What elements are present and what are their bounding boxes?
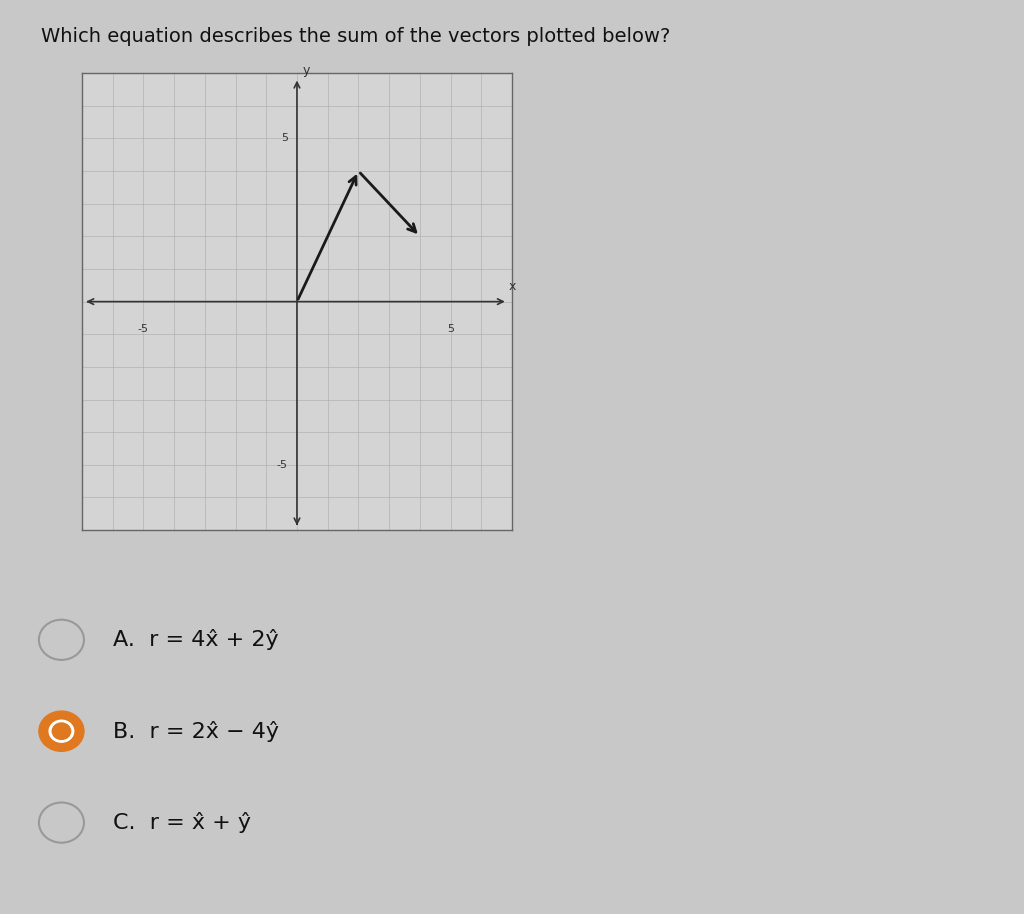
Text: 5: 5 (447, 324, 454, 335)
Text: C.  r = x̂ + ŷ: C. r = x̂ + ŷ (113, 813, 251, 833)
Text: 5: 5 (281, 133, 288, 143)
Text: A.  r = 4x̂ + 2ŷ: A. r = 4x̂ + 2ŷ (113, 630, 279, 650)
Text: -5: -5 (138, 324, 148, 335)
Text: Which equation describes the sum of the vectors plotted below?: Which equation describes the sum of the … (41, 27, 671, 47)
Text: y: y (303, 64, 310, 77)
Text: -5: -5 (276, 460, 288, 470)
Text: B.  r = 2x̂ − 4ŷ: B. r = 2x̂ − 4ŷ (113, 721, 279, 741)
Text: x: x (509, 281, 516, 293)
